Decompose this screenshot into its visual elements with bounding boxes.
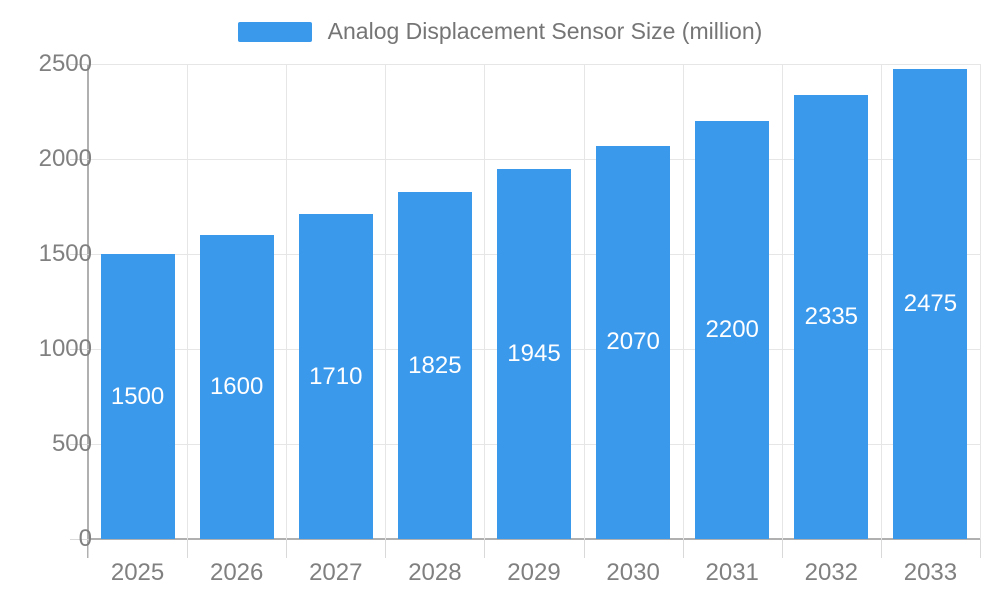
plot-area: 1500 1600 1710 1825 1945 2070 2200 2335 2475 [70, 64, 981, 558]
y-axis-tick-label: 0 [78, 525, 92, 552]
bar-value-label: 1600 [209, 373, 264, 400]
bar: 2335 [794, 95, 869, 539]
x-axis-tick-label: 2025 [110, 559, 165, 586]
bar-value-label: 1710 [309, 362, 363, 390]
y-axis-line [87, 64, 89, 558]
x-axis-tick-label: 2028 [408, 559, 462, 586]
x-axis-tick [286, 539, 288, 558]
x-axis-tick-label: 2030 [606, 559, 660, 586]
bar: 1500 [100, 254, 175, 539]
x-axis-tick-label: 2031 [705, 559, 759, 586]
bar: 2475 [893, 68, 968, 539]
y-axis-tick [70, 539, 88, 540]
legend-label: Analog Displacement Sensor Size (million… [327, 18, 763, 44]
v-gridline [583, 64, 585, 539]
legend-swatch [237, 21, 312, 42]
legend[interactable]: Analog Displacement Sensor Size (million… [0, 18, 1000, 45]
h-gridline [88, 159, 980, 160]
y-axis-tick [70, 159, 88, 160]
bar: 1825 [397, 192, 472, 539]
x-axis-tick [583, 539, 585, 558]
bar-value-label: 2475 [903, 289, 958, 317]
x-axis-tick-label: 2026 [209, 559, 264, 586]
y-axis-tick-label: 2500 [38, 50, 92, 77]
v-gridline [781, 64, 783, 539]
x-axis-tick-label: 2029 [507, 559, 561, 586]
bar-value-label: 2335 [804, 303, 859, 331]
x-axis-tick [187, 539, 189, 558]
x-axis-tick [484, 539, 486, 558]
v-gridline [880, 64, 882, 539]
y-axis-tick [70, 64, 88, 65]
x-axis-tick-label: 2027 [309, 559, 363, 586]
v-gridline [286, 64, 288, 539]
bar: 2070 [596, 145, 671, 539]
v-gridline [484, 64, 486, 539]
y-axis-tick [70, 254, 88, 255]
x-axis-tick [88, 539, 89, 558]
x-axis-tick [880, 539, 882, 558]
y-axis-tick-label: 500 [51, 430, 92, 457]
bar: 2200 [695, 121, 770, 539]
y-axis-tick-label: 1500 [38, 240, 92, 267]
v-gridline [682, 64, 684, 539]
y-axis-tick [70, 444, 88, 445]
bar-value-label: 1500 [110, 382, 165, 410]
bar-value-label: 2200 [705, 316, 759, 343]
y-axis-tick [70, 349, 88, 350]
x-axis-line [88, 538, 980, 540]
x-axis-tick-label: 2032 [804, 559, 859, 586]
bar-value-label: 1945 [507, 340, 561, 368]
y-axis-tick-label: 2000 [38, 145, 92, 172]
v-gridline [980, 64, 981, 539]
x-axis-tick [682, 539, 684, 558]
v-gridline [385, 64, 387, 539]
x-axis-tick-label: 2033 [903, 559, 958, 586]
v-gridline [187, 64, 189, 539]
bar: 1945 [497, 169, 571, 539]
h-gridline [88, 64, 980, 65]
bar-value-label: 2070 [606, 328, 660, 356]
x-axis-tick [980, 539, 981, 558]
x-axis-tick [385, 539, 387, 558]
x-axis-tick [781, 539, 783, 558]
y-axis-tick-label: 1000 [38, 335, 92, 362]
bar-value-label: 1825 [408, 351, 462, 379]
bar: 1600 [199, 235, 274, 539]
bar: 1710 [298, 214, 373, 539]
